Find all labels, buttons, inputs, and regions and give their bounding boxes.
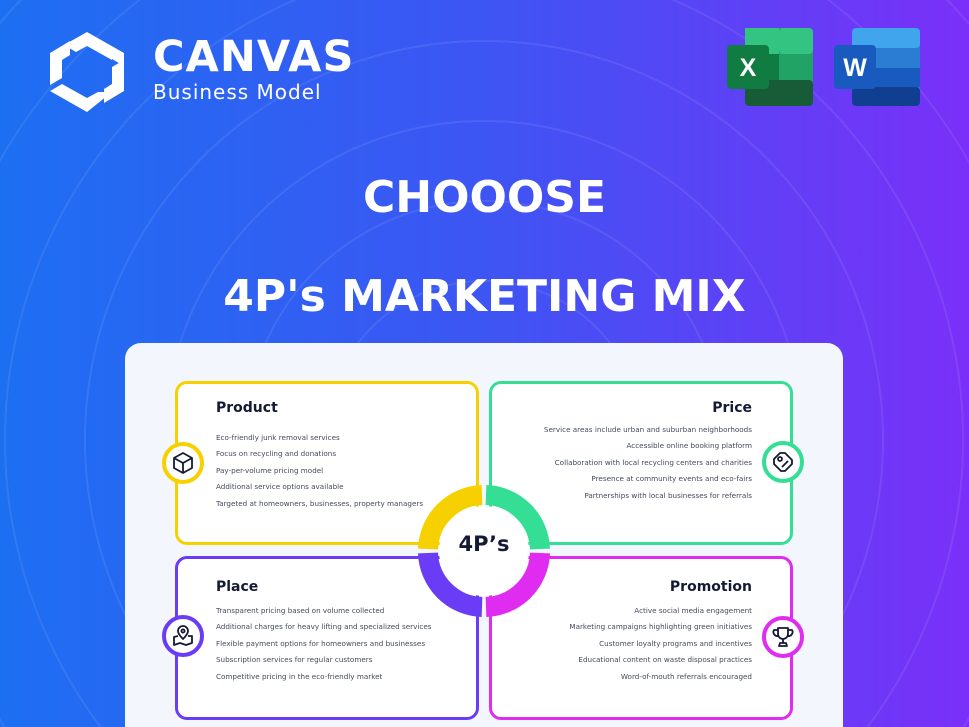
word-icon[interactable]: W: [834, 28, 920, 106]
list-item: Marketing campaigns highlighting green i…: [569, 622, 752, 632]
list-item: Flexible payment options for homeowners …: [216, 638, 426, 648]
list-item: Competitive pricing in the eco-friendly …: [216, 671, 383, 681]
brand: CANVAS Business Model: [153, 34, 354, 104]
list-item: Service areas include urban and suburban…: [543, 425, 752, 434]
brand-subtitle: Business Model: [153, 80, 322, 104]
ring-segment-price: [485, 485, 550, 550]
brand-title: CANVAS: [153, 32, 355, 82]
promotion-title: Promotion: [669, 579, 752, 595]
center-label: 4P’s: [458, 532, 510, 556]
product-title: Product: [216, 400, 278, 416]
ring-segment-product: [418, 485, 483, 550]
list-item: Accessible online booking platform: [626, 441, 752, 451]
list-item: Eco-friendly junk removal services: [216, 433, 340, 442]
four-ps-ring: [418, 485, 550, 617]
list-item: Subscription services for regular custom…: [216, 655, 373, 665]
list-item: Word-of-mouth referrals encouraged: [620, 671, 752, 681]
trophy-icon: [762, 616, 804, 658]
price-title: Price: [712, 400, 752, 416]
list-item: Additional service options available: [216, 482, 344, 492]
list-item: Targeted at homeowners, businesses, prop…: [216, 498, 424, 508]
heading-line-2: 4P's MARKETING MIX: [223, 271, 746, 322]
word-letter: W: [843, 54, 867, 82]
map-pin-icon: [162, 615, 204, 657]
list-item: Educational content on waste disposal pr…: [578, 655, 752, 665]
excel-letter: X: [740, 54, 757, 82]
list-item: Partnerships with local businesses for r…: [584, 490, 752, 500]
price-tag-icon: [762, 441, 804, 483]
list-item: Customer loyalty programs and incentives: [599, 638, 752, 648]
box-icon: [162, 442, 204, 484]
list-item: Focus on recycling and donations: [216, 449, 337, 459]
list-item: Active social media engagement: [634, 606, 752, 615]
heading-line-1: CHOOOSE: [362, 172, 607, 223]
ring-segment-place: [418, 552, 483, 617]
list-item: Presence at community events and eco-fai…: [591, 474, 752, 484]
place-title: Place: [216, 579, 259, 595]
list-item: Collaboration with local recycling cente…: [554, 457, 752, 467]
excel-icon[interactable]: X: [727, 28, 813, 106]
list-item: Pay-per-volume pricing model: [216, 465, 324, 475]
list-item: Transparent pricing based on volume coll…: [216, 606, 385, 615]
ring-segment-promotion: [485, 552, 550, 617]
list-item: Additional charges for heavy lifting and…: [216, 622, 432, 632]
canvas-logo: [50, 32, 124, 112]
